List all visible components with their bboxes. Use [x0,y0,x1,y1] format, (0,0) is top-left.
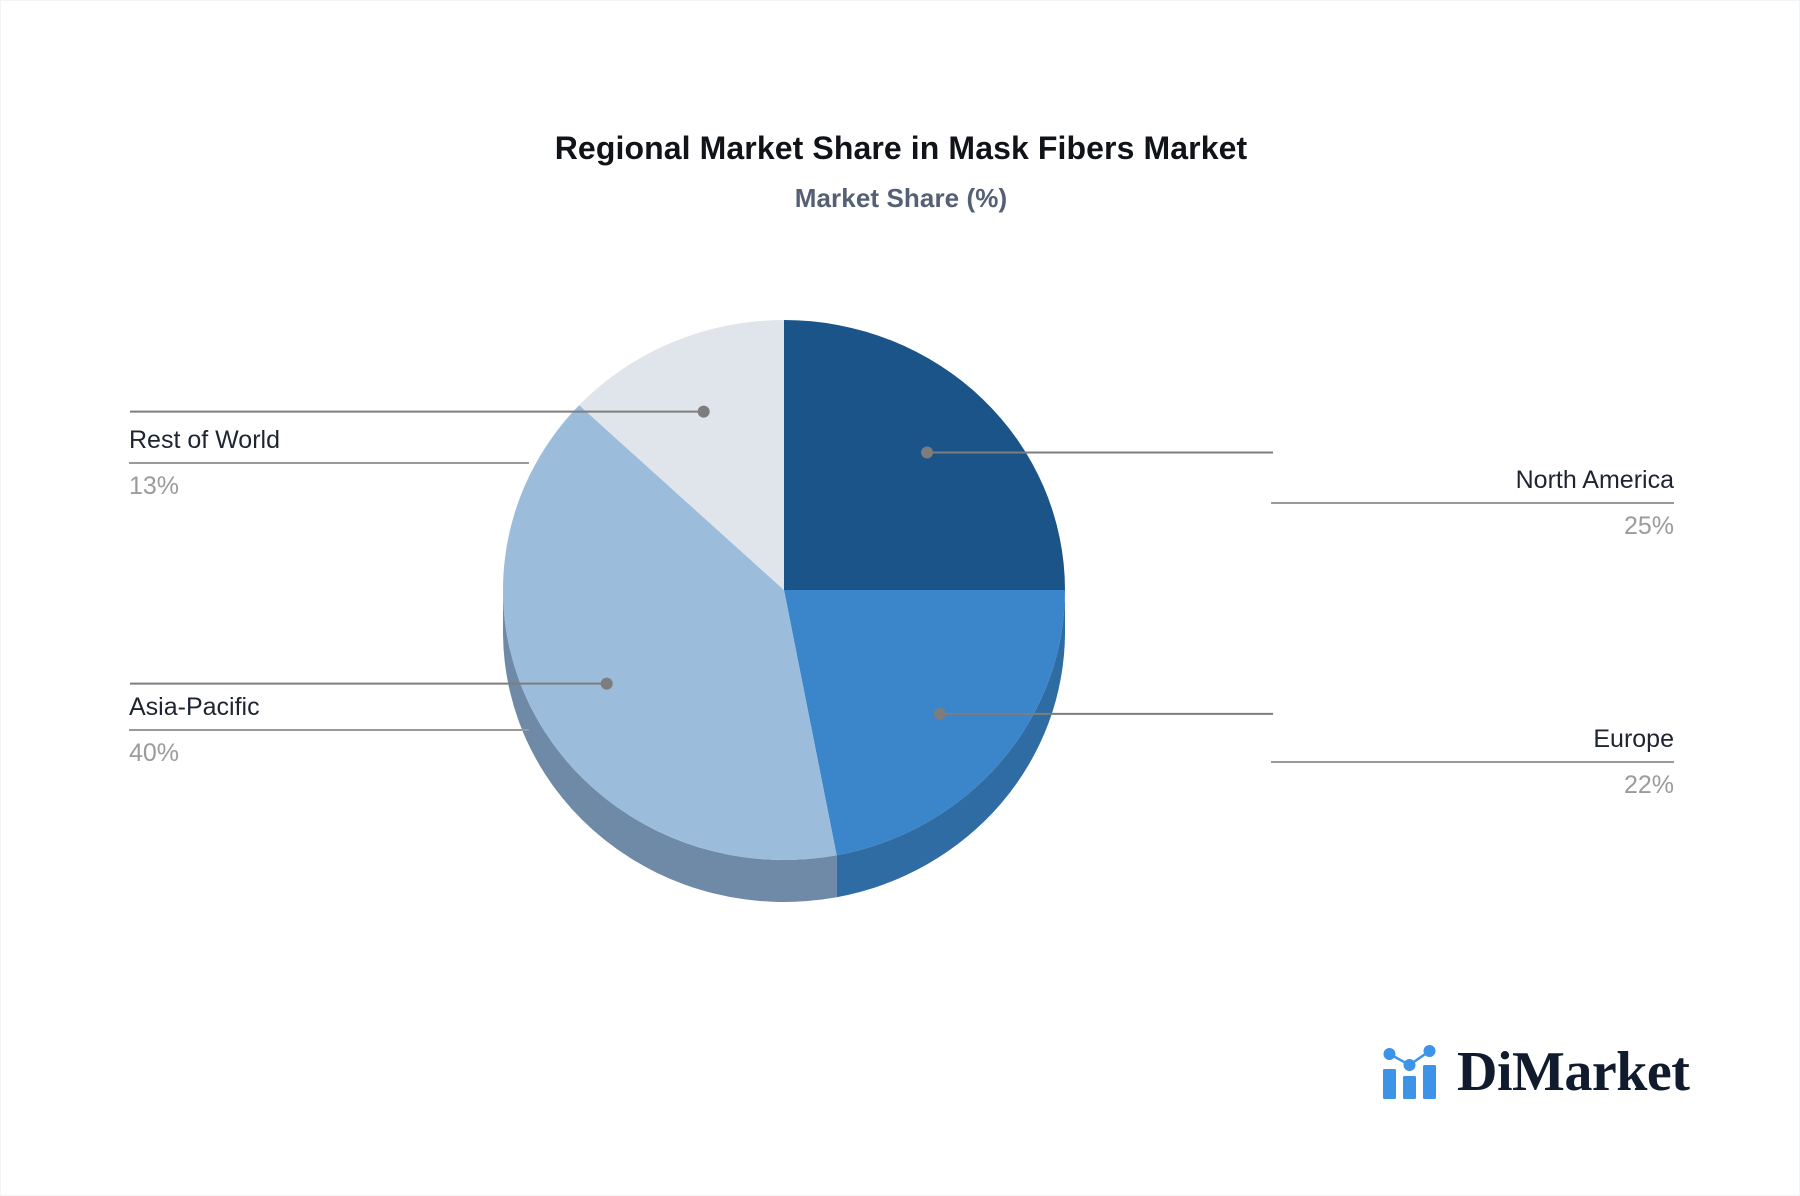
title-block: Regional Market Share in Mask Fibers Mar… [1,129,1799,215]
callout-label: North America [1515,466,1674,494]
callout-value: 25% [1623,511,1674,540]
logo-bar [1383,1069,1396,1099]
brand-logo: DiMarket [1381,1041,1690,1103]
callout-value: 13% [129,471,180,500]
logo-dot [1403,1059,1416,1071]
pie-slice[interactable] [579,320,784,590]
pie-slice[interactable] [502,405,837,860]
pie-slice-side [836,590,1065,898]
leader-dot [600,677,613,690]
bar-chart-icon [1383,1045,1436,1099]
callout-label: Asia-Pacific [129,693,260,721]
callout-rule [1271,501,1674,504]
logo-bar [1403,1076,1416,1099]
callout-value: 22% [1623,770,1674,799]
callout-rule [129,461,529,464]
pie-slices [502,320,1065,860]
pie-slice-side [502,590,837,902]
pie-3d-sides [502,590,1065,902]
leader-lines [130,405,1273,720]
logo-dot [1423,1045,1436,1057]
callout-label: Rest of World [129,426,280,454]
leader-dot [921,446,934,459]
logo-dot [1383,1048,1396,1060]
callout-value: 40% [129,738,180,767]
leader-dot [697,405,710,418]
callout-label: Europe [1593,725,1674,753]
callout-rule [129,728,529,731]
chart-subtitle: Market Share (%) [794,183,1008,214]
logo-bar [1423,1065,1436,1099]
chart-title: Regional Market Share in Mask Fibers Mar… [554,130,1248,166]
leader-dot [933,707,946,720]
pie-slice[interactable] [784,590,1065,856]
brand-name: DiMarket [1457,1041,1690,1103]
callout-rule [1271,760,1674,763]
